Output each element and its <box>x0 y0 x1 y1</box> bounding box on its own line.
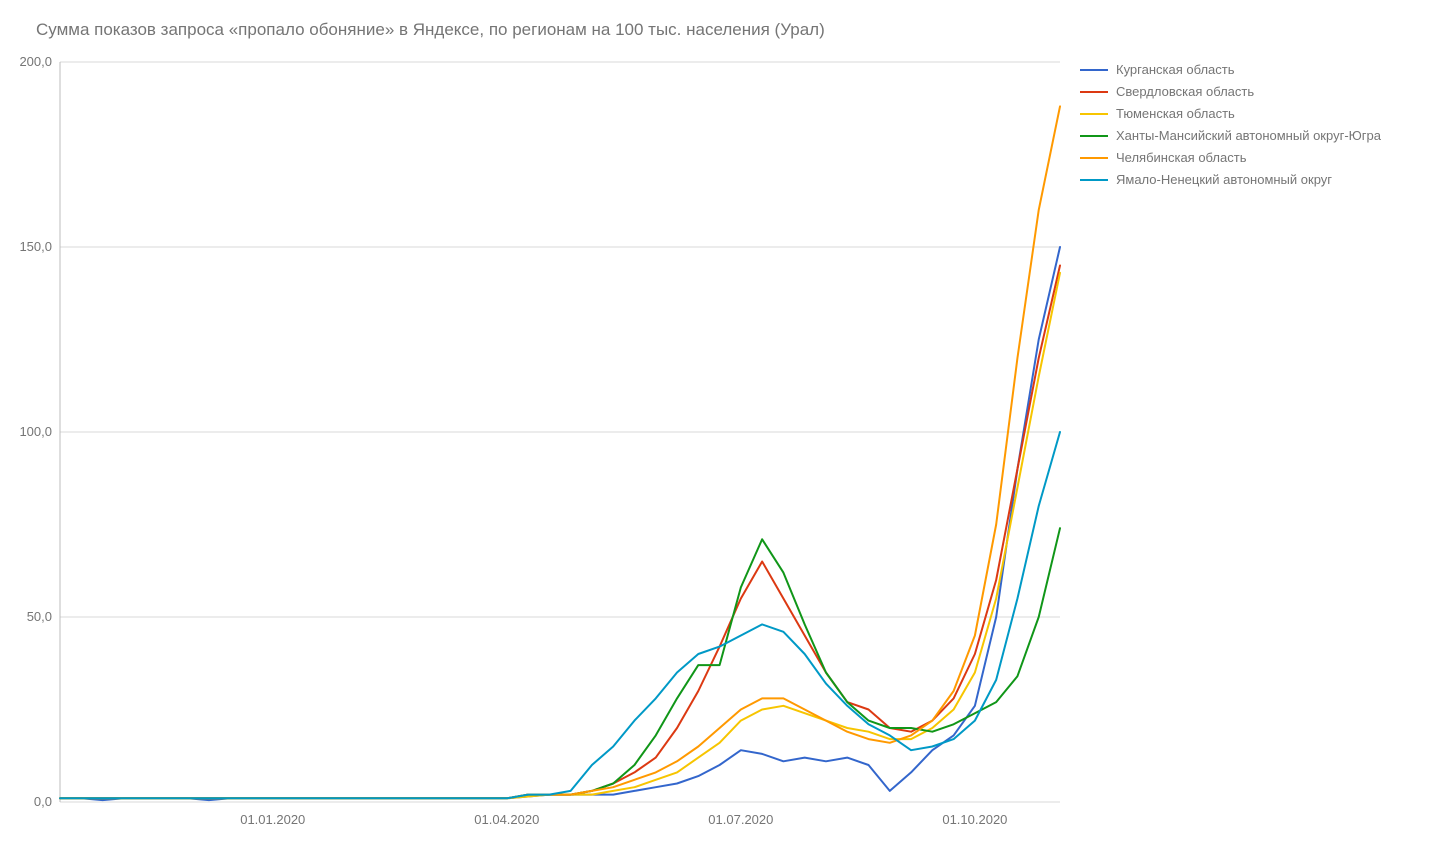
x-tick-label: 01.01.2020 <box>240 812 305 827</box>
legend-label: Курганская область <box>1116 62 1235 77</box>
legend-label: Ямало-Ненецкий автономный округ <box>1116 172 1332 187</box>
series-line <box>60 273 1060 798</box>
series-line <box>60 266 1060 799</box>
y-tick-label: 100,0 <box>19 424 52 439</box>
x-tick-label: 01.10.2020 <box>942 812 1007 827</box>
legend-label: Ханты-Мансийский автономный округ-Югра <box>1116 128 1382 143</box>
y-tick-label: 0,0 <box>34 794 52 809</box>
series-line <box>60 106 1060 798</box>
y-tick-label: 200,0 <box>19 54 52 69</box>
legend-label: Тюменская область <box>1116 106 1235 121</box>
series-line <box>60 432 1060 798</box>
x-tick-label: 01.07.2020 <box>708 812 773 827</box>
chart-container: Сумма показов запроса «пропало обоняние»… <box>0 0 1438 865</box>
legend-label: Свердловская область <box>1116 84 1254 99</box>
y-tick-label: 50,0 <box>27 609 52 624</box>
x-tick-label: 01.04.2020 <box>474 812 539 827</box>
series-line <box>60 247 1060 800</box>
series-line <box>60 528 1060 798</box>
legend-label: Челябинская область <box>1116 150 1247 165</box>
line-chart: 0,0 50,0 100,0 150,0 200,0 01.01.2020 01.04.20… <box>0 0 1438 865</box>
y-tick-label: 150,0 <box>19 239 52 254</box>
